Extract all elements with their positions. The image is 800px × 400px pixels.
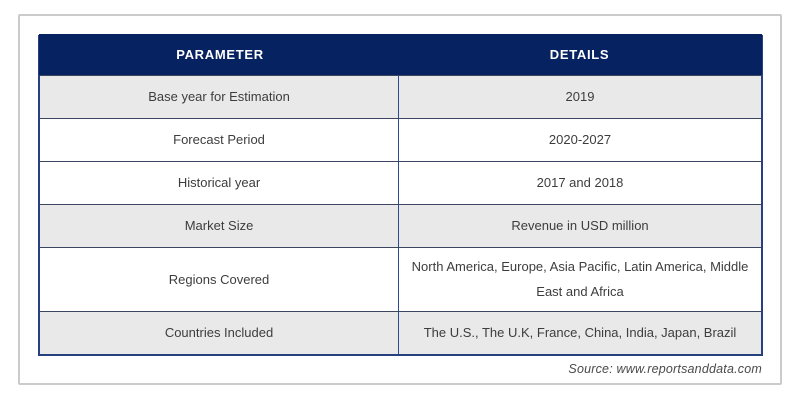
table-body: Base year for Estimation 2019 Forecast P… <box>40 75 761 354</box>
parameter-cell: Regions Covered <box>40 248 400 311</box>
table-row: Forecast Period 2020-2027 <box>40 118 761 161</box>
details-cell: North America, Europe, Asia Pacific, Lat… <box>411 259 749 300</box>
source-attribution: Source: www.reportsanddata.com <box>568 362 762 376</box>
table-row: Regions Covered North America, Europe, A… <box>40 247 761 311</box>
table-row: Base year for Estimation 2019 <box>40 75 761 118</box>
table-row: Historical year 2017 and 2018 <box>40 161 761 204</box>
details-cell: 2020-2027 <box>548 132 612 148</box>
parameter-cell: Historical year <box>40 162 400 204</box>
report-scope-table: PARAMETER DETAILS Base year for Estimati… <box>38 34 763 356</box>
table-header-row: PARAMETER DETAILS <box>39 34 762 75</box>
parameter-cell: Forecast Period <box>40 119 400 161</box>
parameter-cell: Base year for Estimation <box>40 76 400 118</box>
header-cell-parameter: PARAMETER <box>176 47 264 62</box>
table-row: Market Size Revenue in USD million <box>40 204 761 247</box>
report-scope-card: PARAMETER DETAILS Base year for Estimati… <box>18 14 782 385</box>
table-row: Countries Included The U.S., The U.K, Fr… <box>40 310 761 354</box>
details-cell: The U.S., The U.K, France, China, India,… <box>423 325 737 341</box>
parameter-cell: Countries Included <box>40 311 400 354</box>
parameter-cell: Market Size <box>40 205 400 247</box>
details-cell: 2017 and 2018 <box>536 175 624 191</box>
header-cell-details: DETAILS <box>549 47 610 62</box>
details-cell: Revenue in USD million <box>511 218 649 234</box>
details-cell: 2019 <box>565 89 595 105</box>
